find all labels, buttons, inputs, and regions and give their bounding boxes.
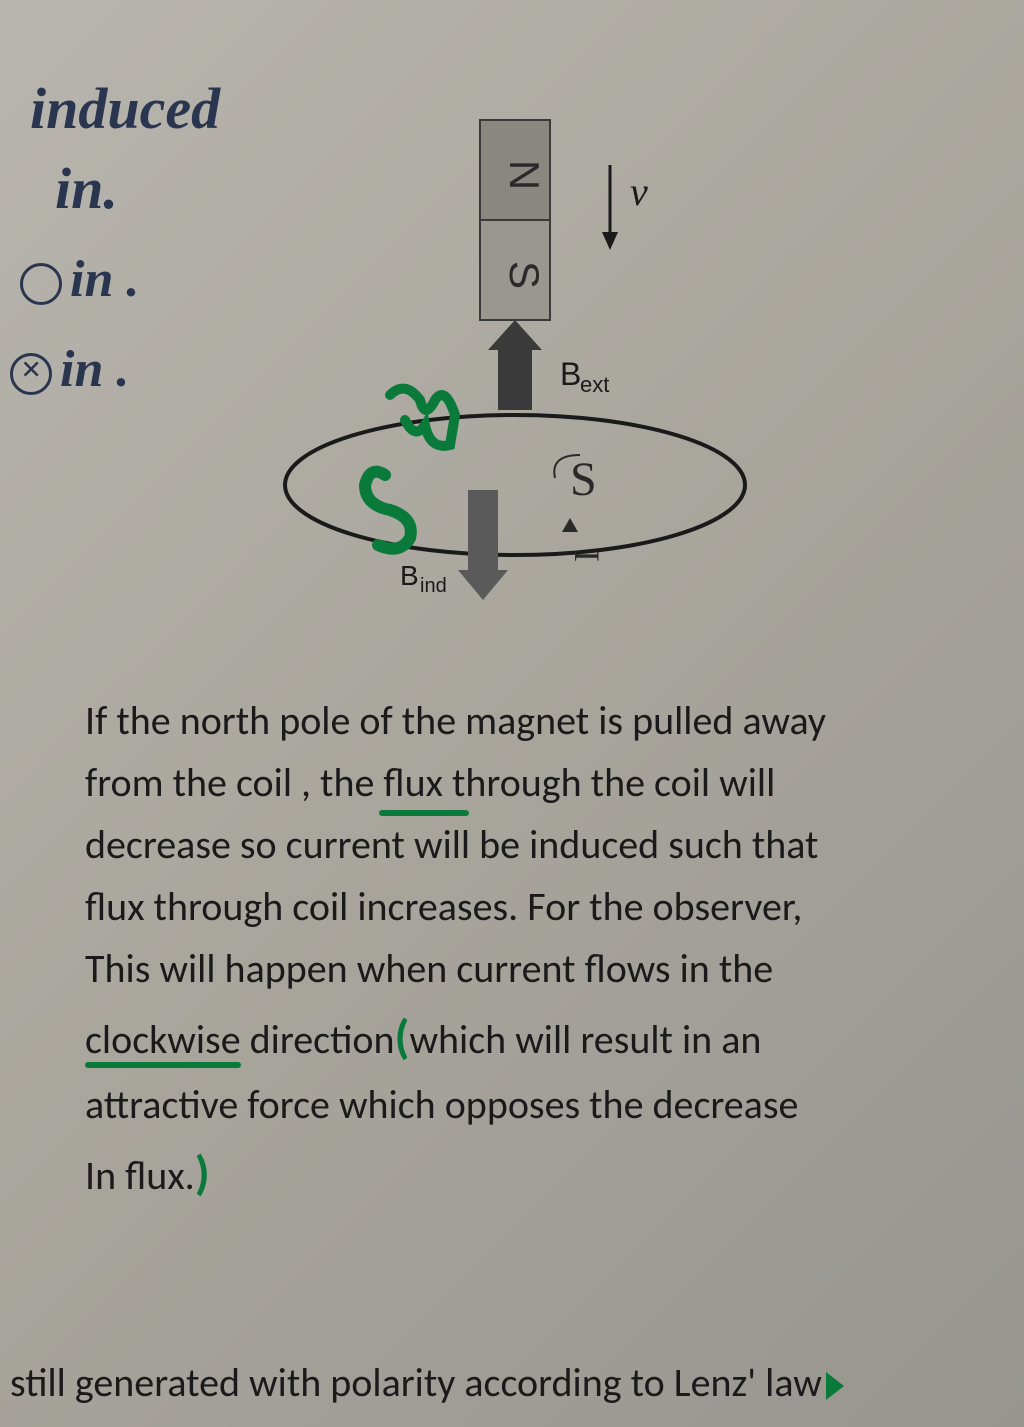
diagram-svg: N S v B ext B ind S I (250, 110, 800, 650)
para-line1: If the north pole of the magnet is pulle… (85, 696, 826, 745)
para-line3-pre: decrease so current (85, 820, 414, 869)
bind-label: B (400, 560, 419, 591)
para-clockwise: clockwise (85, 1015, 241, 1064)
bext-subscript: ext (580, 372, 609, 397)
coil-s-label: S (570, 453, 597, 506)
dot-symbol-icon (20, 263, 62, 305)
cross-symbol-icon (10, 353, 52, 395)
green-overline-will (379, 810, 469, 816)
handwriting-in-1: in. (55, 155, 118, 222)
green-paren-open: ( (394, 1007, 409, 1066)
handwriting-in-3-text: in . (60, 341, 129, 398)
footer-content: still generated with polarity according … (10, 1358, 822, 1407)
handwriting-induced: induced (30, 75, 220, 142)
para-line4: flux through coil increases. For the obs… (85, 882, 802, 931)
para-line6-post: which will result in an (409, 1015, 761, 1064)
green-paren-close: ) (195, 1143, 210, 1202)
coil-ellipse (285, 415, 745, 555)
bext-arrow-body (498, 340, 532, 410)
bext-label: B (560, 356, 581, 392)
green-s-mark (365, 472, 411, 549)
i-arrow-head (562, 518, 578, 532)
explanation-paragraph: If the north pole of the magnet is pulle… (85, 690, 955, 1211)
velocity-arrow-head (602, 232, 618, 250)
para-line8: In flux. (85, 1151, 195, 1200)
para-line3-post: be induced such that (470, 820, 818, 869)
para-line7: attractive force which opposes the decre… (85, 1080, 798, 1129)
coil-i-label: I (567, 550, 607, 562)
handwriting-cross-in: in . (10, 340, 129, 399)
physics-diagram: N S v B ext B ind S I (250, 110, 800, 650)
bind-arrow-body (468, 490, 498, 580)
magnet-s-label: S (501, 261, 548, 289)
bind-arrow-head (458, 570, 508, 600)
para-line5: This will happen when current flows in t… (85, 944, 773, 993)
footer-text: still generated with polarity according … (10, 1358, 844, 1407)
para-line6-mid: direction (241, 1015, 395, 1064)
handwriting-in-2-text: in . (70, 251, 139, 308)
velocity-label: v (630, 169, 648, 214)
green-arrow-icon (826, 1372, 844, 1400)
para-line3-will: will (414, 820, 470, 869)
bext-arrow-head (488, 320, 542, 350)
handwriting-dot-in: in . (20, 250, 139, 309)
bind-subscript: ind (420, 575, 447, 597)
magnet-n-label: N (501, 160, 548, 190)
para-line2: from the coil , the flux through the coi… (85, 758, 775, 807)
